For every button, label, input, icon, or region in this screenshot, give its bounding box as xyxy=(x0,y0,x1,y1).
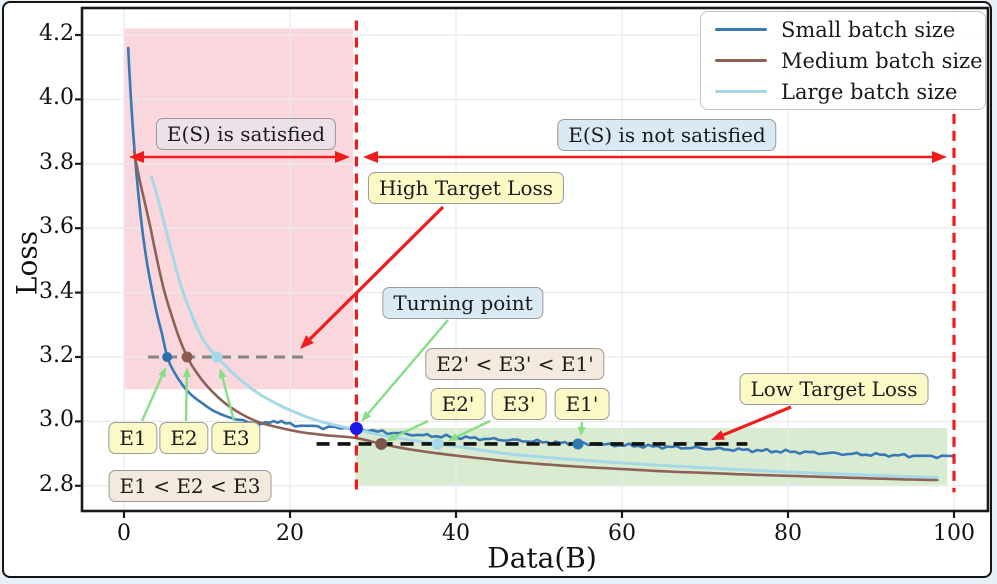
e1-arrow-head xyxy=(158,367,166,378)
annotation-e2: E2 xyxy=(159,422,209,454)
e3-arrow-head xyxy=(218,368,227,379)
annotation-turning-point: Turning point xyxy=(382,287,544,319)
annotation-e3-prime: E3' xyxy=(491,388,547,420)
annotation-order: E1 < E2 < E3 xyxy=(108,470,272,502)
satisfied-range-arrow-head xyxy=(335,151,350,163)
annotation-high-target-loss: High Target Loss xyxy=(367,172,565,204)
legend-item: Large batch size xyxy=(701,80,985,104)
y-tick-label: 3.4 xyxy=(39,278,74,304)
turning-point-arrow xyxy=(367,319,449,415)
legend-line-swatch xyxy=(715,27,767,32)
high-target-arrow-head xyxy=(300,335,314,349)
annotation-e3: E3 xyxy=(211,422,261,454)
legend-line-swatch xyxy=(715,89,767,94)
satisfied-range-arrow-head xyxy=(129,151,144,163)
e2-arrow-head xyxy=(182,367,191,378)
e2-arrow xyxy=(184,376,189,422)
annotation-low-target-loss: Low Target Loss xyxy=(739,373,929,405)
not-satisfied-range-arrow-head xyxy=(932,151,947,163)
low-target-arrow xyxy=(722,405,792,437)
curve-medium-batch-size xyxy=(132,149,939,482)
legend: Small batch size Medium batch size Large b… xyxy=(700,11,986,110)
e2-prime-arrow xyxy=(394,419,429,438)
not-satisfied-range-arrow-head xyxy=(363,151,378,163)
e2-prime-arrow-head xyxy=(386,433,397,441)
x-tick-label: 40 xyxy=(442,521,470,546)
e3-arrow xyxy=(221,377,236,422)
x-tick-label: 80 xyxy=(774,521,802,546)
annotation-prime-order: E2' < E3' < E1' xyxy=(425,348,605,380)
legend-item: Medium batch size xyxy=(701,49,985,73)
satisfied-region xyxy=(124,28,354,390)
marker-e3 xyxy=(431,437,444,450)
legend-label: Medium batch size xyxy=(781,48,983,73)
marker-e3 xyxy=(211,351,223,363)
y-tick-label: 4.0 xyxy=(39,85,74,111)
x-axis-label: Data(B) xyxy=(487,541,597,575)
legend-label: Small batch size xyxy=(781,17,956,42)
e1-prime-arrow-head xyxy=(577,426,586,436)
x-tick-label: 60 xyxy=(608,521,636,546)
curve-large-batch-size xyxy=(149,175,939,479)
marker-e2 xyxy=(181,351,193,363)
y-tick-label: 4.2 xyxy=(39,21,74,46)
annotation-e2-prime: E2' xyxy=(430,388,486,420)
annotation-es-not-satisfied: E(S) is not satisfied xyxy=(557,119,777,151)
low-target-arrow-head xyxy=(711,430,725,440)
x-tick-label: 0 xyxy=(117,521,131,546)
y-tick-label: 3.8 xyxy=(39,149,74,175)
axes-frame xyxy=(80,6,990,513)
high-target-arrow xyxy=(308,205,445,341)
marker-e1 xyxy=(162,352,173,362)
legend-line-swatch xyxy=(715,58,767,63)
marker-e1 xyxy=(572,438,584,450)
y-tick-label: 3.0 xyxy=(39,407,74,433)
x-tick-label: 20 xyxy=(276,521,304,546)
annotation-e1-prime: E1' xyxy=(554,388,610,420)
annotation-es-satisfied: E(S) is satisfied xyxy=(155,118,337,150)
y-tick-label: 3.2 xyxy=(39,343,74,368)
turning-point-arrow-head xyxy=(361,411,372,422)
e1-arrow xyxy=(140,375,164,422)
legend-label: Large batch size xyxy=(781,79,958,104)
marker-turningpoint xyxy=(349,421,363,435)
curve-small-batch-size xyxy=(126,46,956,460)
marker-e2 xyxy=(375,437,388,450)
x-tick-label: 100 xyxy=(933,521,975,546)
y-axis-label: Loss xyxy=(10,230,44,296)
y-tick-label: 2.8 xyxy=(39,471,74,497)
e3-prime-arrow xyxy=(456,419,491,438)
e3-prime-arrow-head xyxy=(448,433,459,441)
annotation-e1: E1 xyxy=(108,422,158,454)
legend-item: Small batch size xyxy=(701,18,985,42)
y-tick-label: 3.6 xyxy=(39,214,74,240)
